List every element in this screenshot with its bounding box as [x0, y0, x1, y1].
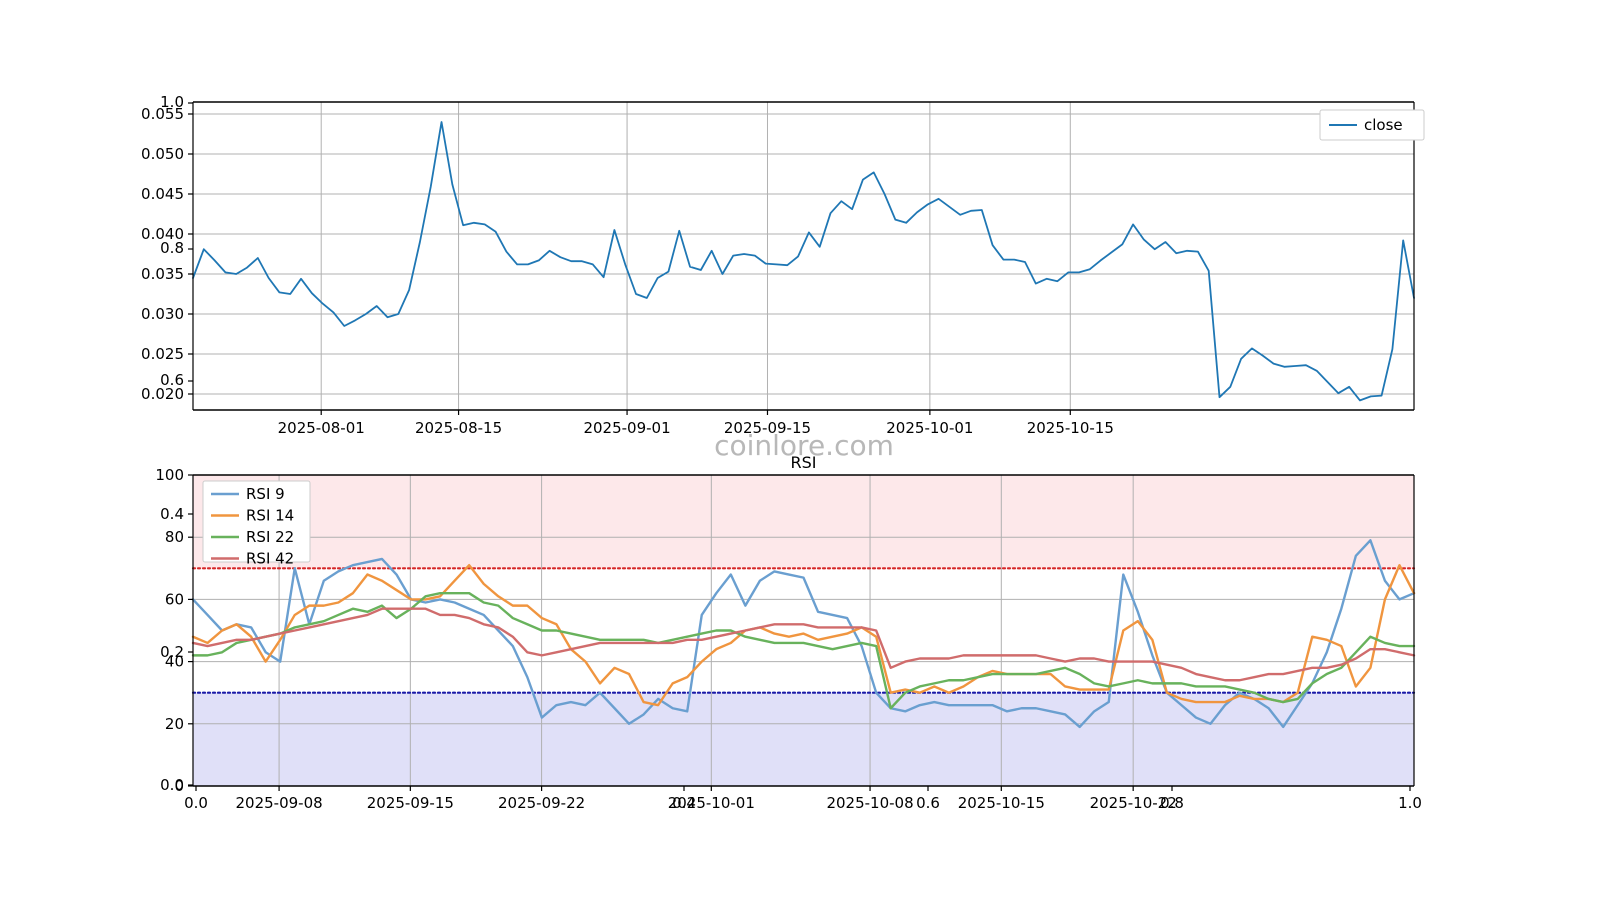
watermark-coinlore: coinlore.com	[714, 429, 894, 462]
rsi-legend-label-rsi-22: RSI 22	[246, 528, 294, 546]
price-close-line	[192, 121, 1415, 402]
rsi-overlay-x-tick-label: 0.8	[1160, 794, 1184, 812]
price-y-tick-label: 0.055	[141, 105, 184, 123]
price-legend-label-close: close	[1364, 116, 1403, 134]
price-x-tick-label: 2025-09-01	[583, 419, 670, 437]
rsi-series-line-rsi-42	[191, 607, 1416, 682]
price-plot-background	[193, 102, 1414, 410]
price-y-tick-label: 0.025	[141, 345, 184, 363]
rsi-series-line-rsi-9	[191, 539, 1416, 729]
rsi-y-tick-label: 100	[155, 466, 184, 484]
price-y-tick-label: 0.020	[141, 385, 184, 403]
price-x-tick-label: 2025-10-15	[1027, 419, 1114, 437]
rsi-legend-label-rsi-9: RSI 9	[246, 485, 285, 503]
price-y-tick-label: 0.050	[141, 145, 184, 163]
rsi-overbought-band	[193, 475, 1414, 569]
rsi-x-tick-label: 2025-10-01	[668, 794, 755, 812]
price-overlay-y-tick-label: 0.8	[160, 239, 184, 257]
rsi-x-tick-label: 2025-09-08	[235, 794, 322, 812]
rsi-x-tick-label: 2025-10-22	[1090, 794, 1177, 812]
rsi-overlay-x-tick-label: 0.4	[672, 794, 696, 812]
price-y-tick-label: 0.030	[141, 305, 184, 323]
price-legend-box	[1319, 109, 1425, 141]
price-x-tick-label: 2025-10-01	[886, 419, 973, 437]
rsi-y-tick-label: 40	[165, 653, 184, 671]
rsi-legend[interactable]: RSI 9 RSI 14 RSI 22 RSI 42	[202, 480, 311, 568]
price-x-tick-label: 2025-08-01	[278, 419, 365, 437]
rsi-x-tick-label: 2025-09-15	[367, 794, 454, 812]
rsi-panel-title: RSI	[791, 453, 817, 472]
rsi-y-tick-label: 0	[174, 777, 184, 795]
price-y-tick-label: 0.035	[141, 265, 184, 283]
price-overlay-y-tick-label: 0.6	[160, 371, 184, 389]
rsi-oversold-band	[193, 692, 1414, 786]
rsi-overlay-y-tick-label: 0.4	[160, 505, 184, 523]
price-y-tick-label: 0.045	[141, 185, 184, 203]
rsi-series-line-rsi-22	[191, 591, 1416, 710]
rsi-y-tick-label: 60	[165, 590, 184, 608]
rsi-legend-label-rsi-42: RSI 42	[246, 550, 294, 568]
rsi-panel: 100 80 60 40 20 0 0.4 0.2 0.0 2025-09-08 2025-09-1…	[155, 453, 1422, 812]
rsi-overlay-x-tick-label: 1.0	[1398, 794, 1422, 812]
price-y-tick-label: 0.040	[141, 225, 184, 243]
rsi-x-tick-label: 2025-09-22	[498, 794, 585, 812]
rsi-x-tick-label: 2025-10-15	[958, 794, 1045, 812]
rsi-overlay-y-tick-label: 0.2	[160, 643, 184, 661]
rsi-overlay-y-tick-label: 0.0	[160, 776, 184, 794]
price-x-tick-label: 2025-09-15	[724, 419, 811, 437]
price-panel: 0.0200.0250.0300.0350.0400.0450.0500.055…	[141, 93, 1425, 812]
price-x-tick-label: 2025-08-15	[415, 419, 502, 437]
price-legend: close 100 80 60 40 20 0 0.4 0.2 0.0 2025-09-08 2025…	[155, 109, 1425, 812]
rsi-y-tick-label: 80	[165, 528, 184, 546]
rsi-legend-box	[202, 480, 311, 563]
rsi-overlay-x-tick-label: 0.6	[916, 794, 940, 812]
price-overlay-y-tick-label: 1.0	[160, 93, 184, 111]
rsi-legend-label-rsi-14: RSI 14	[246, 507, 294, 525]
rsi-overlay-x-tick-label: 0.0	[184, 794, 208, 812]
rsi-y-tick-label: 20	[165, 715, 184, 733]
rsi-series-line-rsi-14	[191, 563, 1416, 707]
rsi-x-tick-label: 2025-10-08	[826, 794, 913, 812]
